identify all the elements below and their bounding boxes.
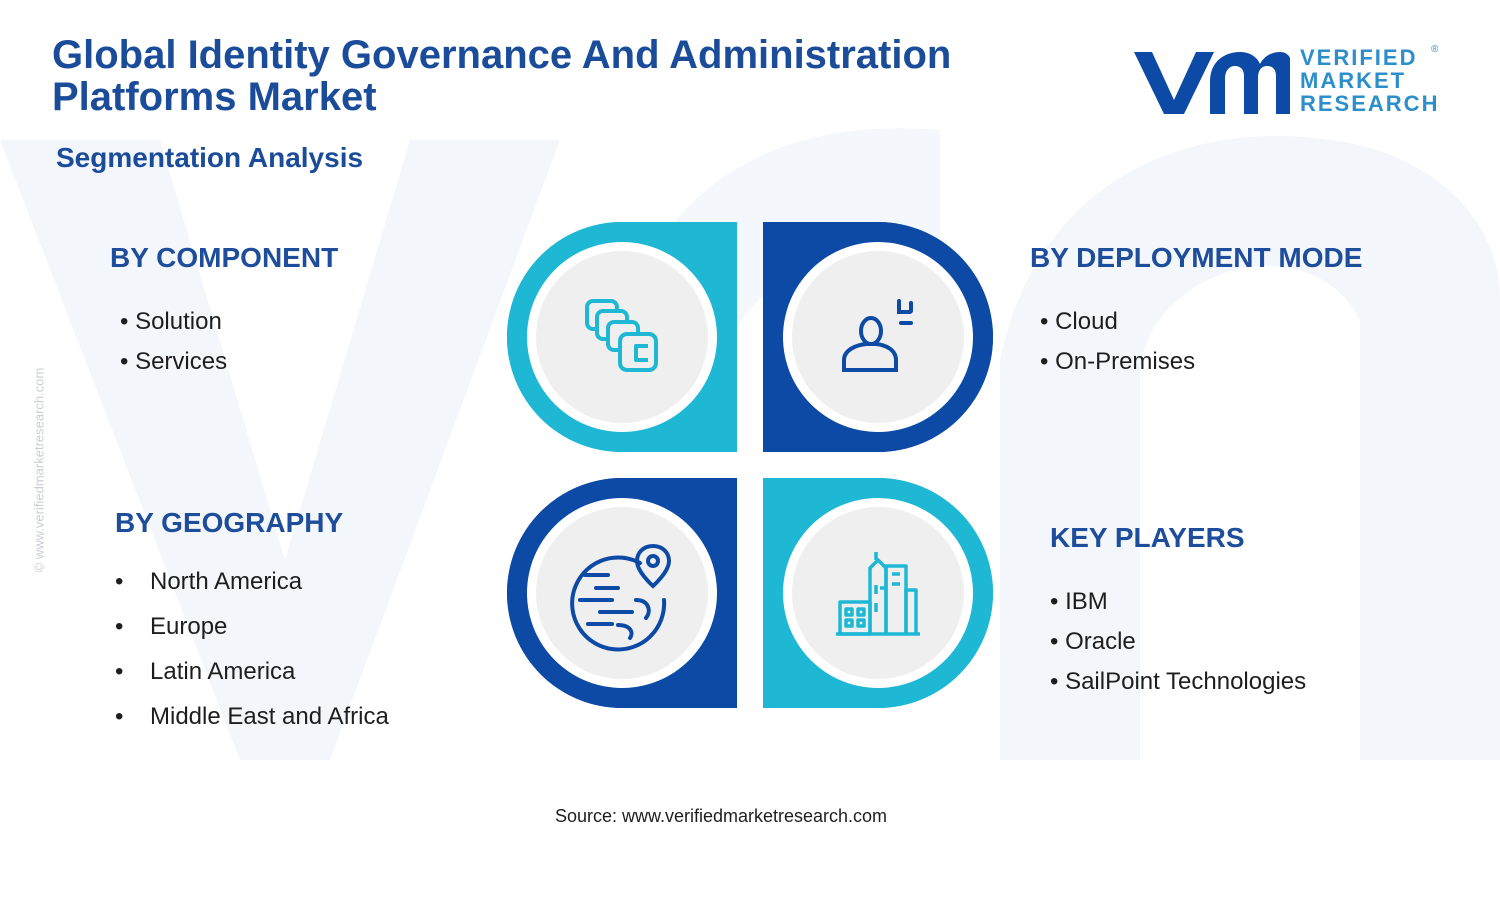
list-item: • North America: [115, 559, 389, 604]
page-subtitle: Segmentation Analysis: [56, 142, 363, 174]
list-item: • Europe: [115, 604, 389, 649]
segment-items: • North America • Europe • Latin America • M…: [115, 559, 389, 739]
list-item: • Latin America: [115, 649, 389, 694]
list-item: IBM: [1050, 582, 1306, 622]
logo-line-verified: VERIFIED: [1300, 46, 1439, 69]
registered-mark: ®: [1431, 44, 1438, 55]
segment-heading: BY DEPLOYMENT MODE: [1030, 242, 1362, 274]
list-item: On-Premises: [1040, 342, 1362, 382]
page-title: Global Identity Governance And Administr…: [52, 34, 1092, 118]
segment-items: Solution Services: [120, 302, 338, 382]
vertical-watermark-text: © www.verifiedmarketresearch.com: [32, 368, 47, 573]
list-item: SailPoint Technologies: [1050, 662, 1306, 702]
segment-heading: BY COMPONENT: [110, 242, 338, 274]
segment-heading: BY GEOGRAPHY: [115, 507, 389, 539]
list-item: Services: [120, 342, 338, 382]
logo-wordmark: VERIFIED MARKET RESEARCH: [1300, 46, 1439, 115]
segment-items: IBM Oracle SailPoint Technologies: [1050, 582, 1306, 702]
source-footer: Source: www.verifiedmarketresearch.com: [0, 806, 1442, 827]
list-item: Cloud: [1040, 302, 1362, 342]
segment-items: Cloud On-Premises: [1040, 302, 1362, 382]
vmr-logo-icon: [1130, 46, 1290, 118]
list-item: Oracle: [1050, 622, 1306, 662]
list-item: • Middle East and Africa: [115, 694, 389, 739]
segment-petals-graphic: [500, 215, 1000, 715]
logo-line-market: MARKET: [1300, 69, 1439, 92]
segment-geography: BY GEOGRAPHY • North America • Europe • Lat…: [115, 507, 389, 739]
segment-deployment: BY DEPLOYMENT MODE Cloud On-Premises: [1030, 242, 1362, 382]
list-item: Solution: [120, 302, 338, 342]
segment-players: KEY PLAYERS IBM Oracle SailPoint Technol…: [1050, 522, 1306, 702]
logo-line-research: RESEARCH: [1300, 92, 1439, 115]
segment-heading: KEY PLAYERS: [1050, 522, 1306, 554]
segment-component: BY COMPONENT Solution Services: [110, 242, 338, 382]
